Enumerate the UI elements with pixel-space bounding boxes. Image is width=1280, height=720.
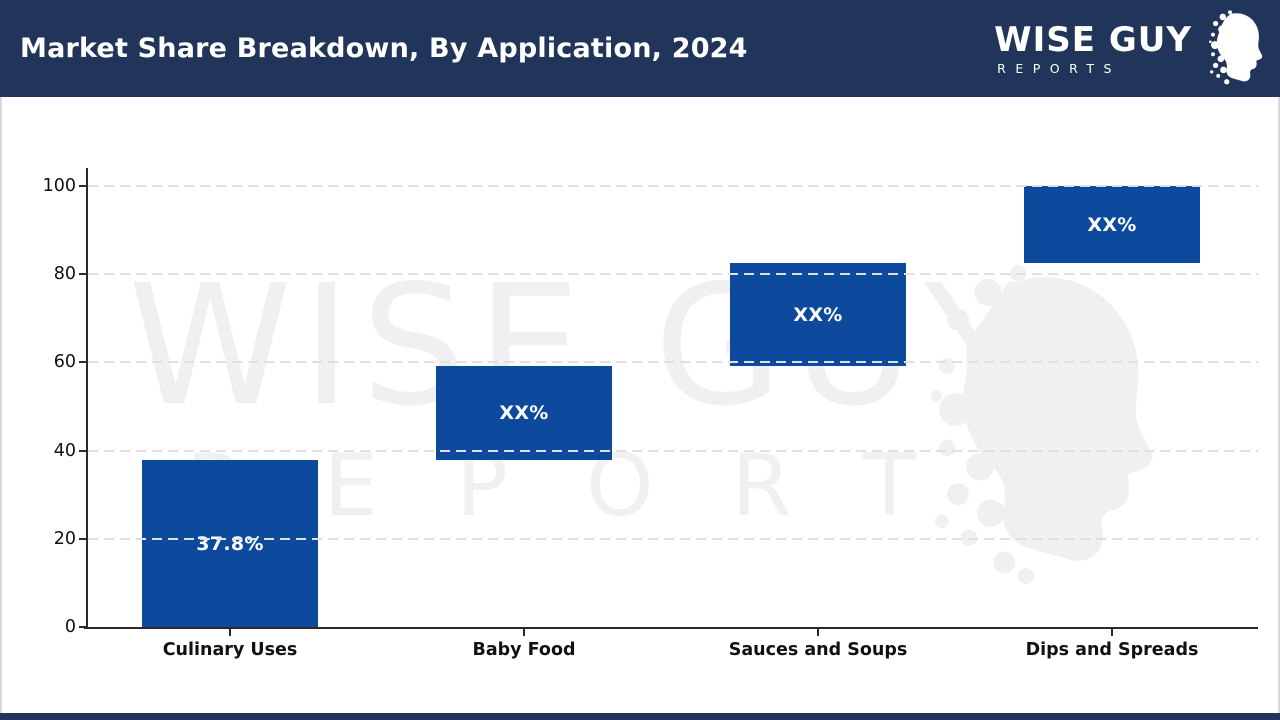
x-tick-mark [1111,627,1113,636]
x-axis [84,627,1258,629]
y-gridline [88,185,1258,187]
bar-value-label: XX% [793,303,843,326]
y-tick-label: 0 [64,617,76,637]
y-gridline [88,449,1258,452]
footer-bar [0,713,1280,720]
bar: XX% [1024,186,1200,264]
x-tick-mark [817,627,819,636]
y-tick-mark [79,185,88,187]
wise-guy-logo-text: WISE GUY REPORTS [994,22,1192,76]
y-gridline [88,361,1258,364]
wise-guy-logo-face-icon [1209,10,1263,85]
chart-title: Market Share Breakdown, By Application, … [20,33,748,64]
x-category-label: Sauces and Soups [728,640,908,660]
bar-value-label: XX% [499,402,549,425]
header-bar: Market Share Breakdown, By Application, … [0,0,1280,97]
x-tick-mark [229,627,231,636]
y-tick-label: 80 [53,264,76,285]
y-tick-mark [79,273,88,276]
y-tick-label: 60 [53,352,76,373]
y-axis [86,168,88,629]
y-tick-mark [79,626,88,628]
y-tick-label: 100 [42,176,76,196]
x-category-label: Baby Food [472,640,576,660]
x-tick-mark [523,627,525,636]
bar-value-label: 37.8% [196,532,264,555]
y-gridline [88,537,1258,540]
y-tick-mark [79,449,88,452]
x-category-label: Dips and Spreads [1025,640,1199,660]
bar-value-label: XX% [1087,213,1137,236]
wise-guy-logo: WISE GUY REPORTS [994,7,1266,91]
logo-reports-label: REPORTS [997,61,1121,76]
y-tick-label: 20 [53,528,76,549]
y-tick-label: 40 [53,440,76,461]
bar: XX% [730,263,906,366]
y-gridline [88,273,1258,276]
y-tick-mark [79,537,88,540]
y-tick-mark [79,361,88,364]
x-category-label: Culinary Uses [162,640,298,660]
bar: XX% [436,365,612,461]
logo-wise-guy-label: WISE GUY [994,20,1192,60]
bar: 37.8% [142,460,318,627]
